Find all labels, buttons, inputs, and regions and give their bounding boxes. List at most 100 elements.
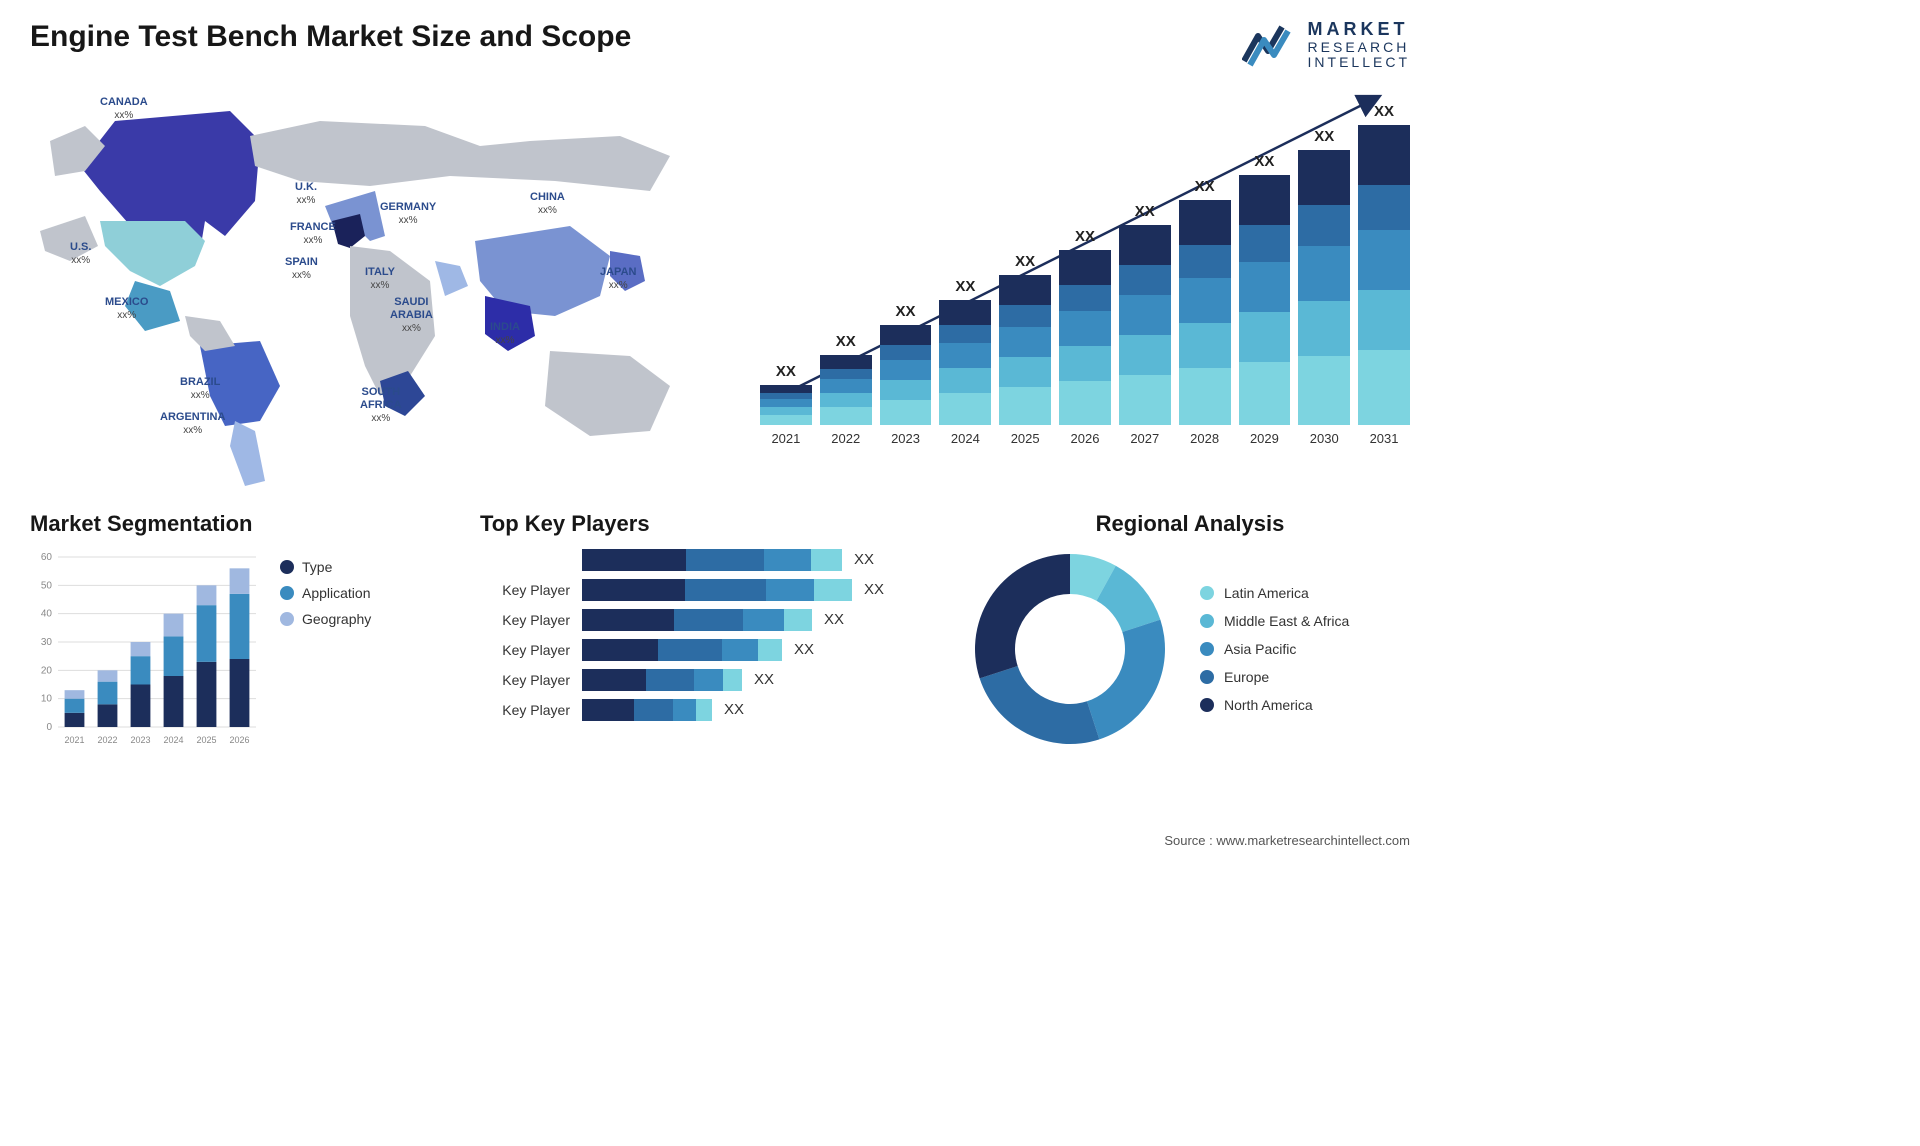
legend-item: Geography bbox=[280, 611, 450, 627]
bar-year-label: 2027 bbox=[1130, 431, 1159, 446]
growth-bar: XX 2028 bbox=[1179, 178, 1231, 446]
map-label: INDIAxx% bbox=[490, 321, 520, 347]
growth-bar: XX 2022 bbox=[820, 333, 872, 446]
map-label: ITALYxx% bbox=[365, 266, 395, 292]
map-label: U.S.xx% bbox=[70, 241, 91, 267]
growth-bar: XX 2027 bbox=[1119, 203, 1171, 446]
players-title: Top Key Players bbox=[480, 511, 940, 537]
logo-line1: MARKET bbox=[1308, 20, 1410, 40]
regional-legend: Latin America Middle East & Africa Asia Pa… bbox=[1200, 573, 1410, 725]
map-label: CHINAxx% bbox=[530, 191, 565, 217]
bar-year-label: 2031 bbox=[1370, 431, 1399, 446]
map-label: SPAINxx% bbox=[285, 256, 318, 282]
growth-bar: XX 2025 bbox=[999, 253, 1051, 446]
svg-text:2025: 2025 bbox=[196, 735, 216, 745]
players-panel: Top Key Players XXKey PlayerXXKey Player… bbox=[480, 511, 940, 749]
segmentation-chart: 0102030405060202120222023202420252026 bbox=[30, 549, 260, 749]
svg-text:20: 20 bbox=[41, 665, 53, 676]
segmentation-title: Market Segmentation bbox=[30, 511, 450, 537]
player-row: XX bbox=[480, 549, 940, 571]
legend-item: Asia Pacific bbox=[1200, 641, 1410, 657]
bar-year-label: 2023 bbox=[891, 431, 920, 446]
map-label: JAPANxx% bbox=[600, 266, 636, 292]
bar-year-label: 2030 bbox=[1310, 431, 1339, 446]
bar-year-label: 2026 bbox=[1071, 431, 1100, 446]
bar-value-label: XX bbox=[1015, 253, 1035, 270]
svg-text:0: 0 bbox=[46, 722, 52, 733]
map-label: ARGENTINAxx% bbox=[160, 411, 225, 437]
bar-value-label: XX bbox=[1135, 203, 1155, 220]
bar-value-label: XX bbox=[896, 303, 916, 320]
player-row: Key Player XX bbox=[480, 579, 940, 601]
svg-text:60: 60 bbox=[41, 552, 53, 563]
bar-value-label: XX bbox=[1314, 128, 1334, 145]
player-value: XX bbox=[724, 701, 744, 718]
map-label: U.K.xx% bbox=[295, 181, 317, 207]
map-label: GERMANYxx% bbox=[380, 201, 436, 227]
svg-text:10: 10 bbox=[41, 693, 53, 704]
svg-text:40: 40 bbox=[41, 608, 53, 619]
page-title: Engine Test Bench Market Size and Scope bbox=[30, 20, 631, 54]
regional-donut bbox=[970, 549, 1170, 749]
player-label: Key Player bbox=[480, 612, 570, 628]
map-label: SAUDIARABIAxx% bbox=[390, 296, 433, 336]
svg-text:2023: 2023 bbox=[130, 735, 150, 745]
map-label: CANADAxx% bbox=[100, 96, 148, 122]
map-label: MEXICOxx% bbox=[105, 296, 148, 322]
player-row: Key Player XX bbox=[480, 639, 940, 661]
bar-year-label: 2028 bbox=[1190, 431, 1219, 446]
svg-text:2026: 2026 bbox=[229, 735, 249, 745]
bar-value-label: XX bbox=[1254, 153, 1274, 170]
logo-line2: RESEARCH bbox=[1308, 40, 1410, 55]
legend-item: Middle East & Africa bbox=[1200, 613, 1410, 629]
source-attribution: Source : www.marketresearchintellect.com bbox=[1164, 833, 1410, 848]
player-value: XX bbox=[864, 581, 884, 598]
legend-item: North America bbox=[1200, 697, 1410, 713]
player-row: Key Player XX bbox=[480, 609, 940, 631]
legend-item: Type bbox=[280, 559, 450, 575]
player-value: XX bbox=[854, 551, 874, 568]
bar-value-label: XX bbox=[836, 333, 856, 350]
bar-value-label: XX bbox=[1075, 228, 1095, 245]
growth-bar: XX 2024 bbox=[939, 278, 991, 446]
map-label: BRAZILxx% bbox=[180, 376, 220, 402]
growth-bar: XX 2031 bbox=[1358, 103, 1410, 446]
players-list: XXKey PlayerXXKey PlayerXXKey PlayerXXKe… bbox=[480, 549, 940, 721]
segmentation-panel: Market Segmentation 0 10 20 30 40 50 60 2021 202… bbox=[30, 511, 450, 749]
growth-bars: XX 2021 XX 2022 XX 2023 XX 2024 XX 2025 XX 2026 XX 20… bbox=[760, 126, 1410, 446]
player-value: XX bbox=[754, 671, 774, 688]
player-value: XX bbox=[794, 641, 814, 658]
bar-value-label: XX bbox=[1374, 103, 1394, 120]
regional-panel: Regional Analysis Latin AmericaMiddle Ea… bbox=[970, 511, 1410, 749]
growth-chart-panel: XX 2021 XX 2022 XX 2023 XX 2024 XX 2025 XX 2026 XX 20… bbox=[760, 86, 1410, 466]
bar-year-label: 2029 bbox=[1250, 431, 1279, 446]
player-value: XX bbox=[824, 611, 844, 628]
legend-item: Europe bbox=[1200, 669, 1410, 685]
player-label: Key Player bbox=[480, 582, 570, 598]
logo-line3: INTELLECT bbox=[1308, 55, 1410, 70]
map-label: FRANCExx% bbox=[290, 221, 336, 247]
growth-bar: XX 2026 bbox=[1059, 228, 1111, 446]
world-map-panel: CANADAxx% U.S.xx% MEXICOxx% BRAZILxx% ARGENT… bbox=[30, 86, 720, 486]
svg-text:50: 50 bbox=[41, 580, 53, 591]
bar-year-label: 2024 bbox=[951, 431, 980, 446]
growth-bar: XX 2030 bbox=[1298, 128, 1350, 446]
growth-bar: XX 2023 bbox=[880, 303, 932, 446]
map-label: SOUTHAFRICAxx% bbox=[360, 386, 402, 426]
bar-value-label: XX bbox=[955, 278, 975, 295]
player-label: Key Player bbox=[480, 642, 570, 658]
svg-text:30: 30 bbox=[41, 637, 53, 648]
bar-year-label: 2025 bbox=[1011, 431, 1040, 446]
player-label: Key Player bbox=[480, 702, 570, 718]
growth-bar: XX 2021 bbox=[760, 363, 812, 446]
legend-item: Latin America bbox=[1200, 585, 1410, 601]
bar-year-label: 2021 bbox=[771, 431, 800, 446]
player-row: Key Player XX bbox=[480, 669, 940, 691]
player-label: Key Player bbox=[480, 672, 570, 688]
legend-item: Application bbox=[280, 585, 450, 601]
bar-year-label: 2022 bbox=[831, 431, 860, 446]
svg-text:2021: 2021 bbox=[64, 735, 84, 745]
bar-value-label: XX bbox=[1195, 178, 1215, 195]
player-row: Key Player XX bbox=[480, 699, 940, 721]
bar-value-label: XX bbox=[776, 363, 796, 380]
